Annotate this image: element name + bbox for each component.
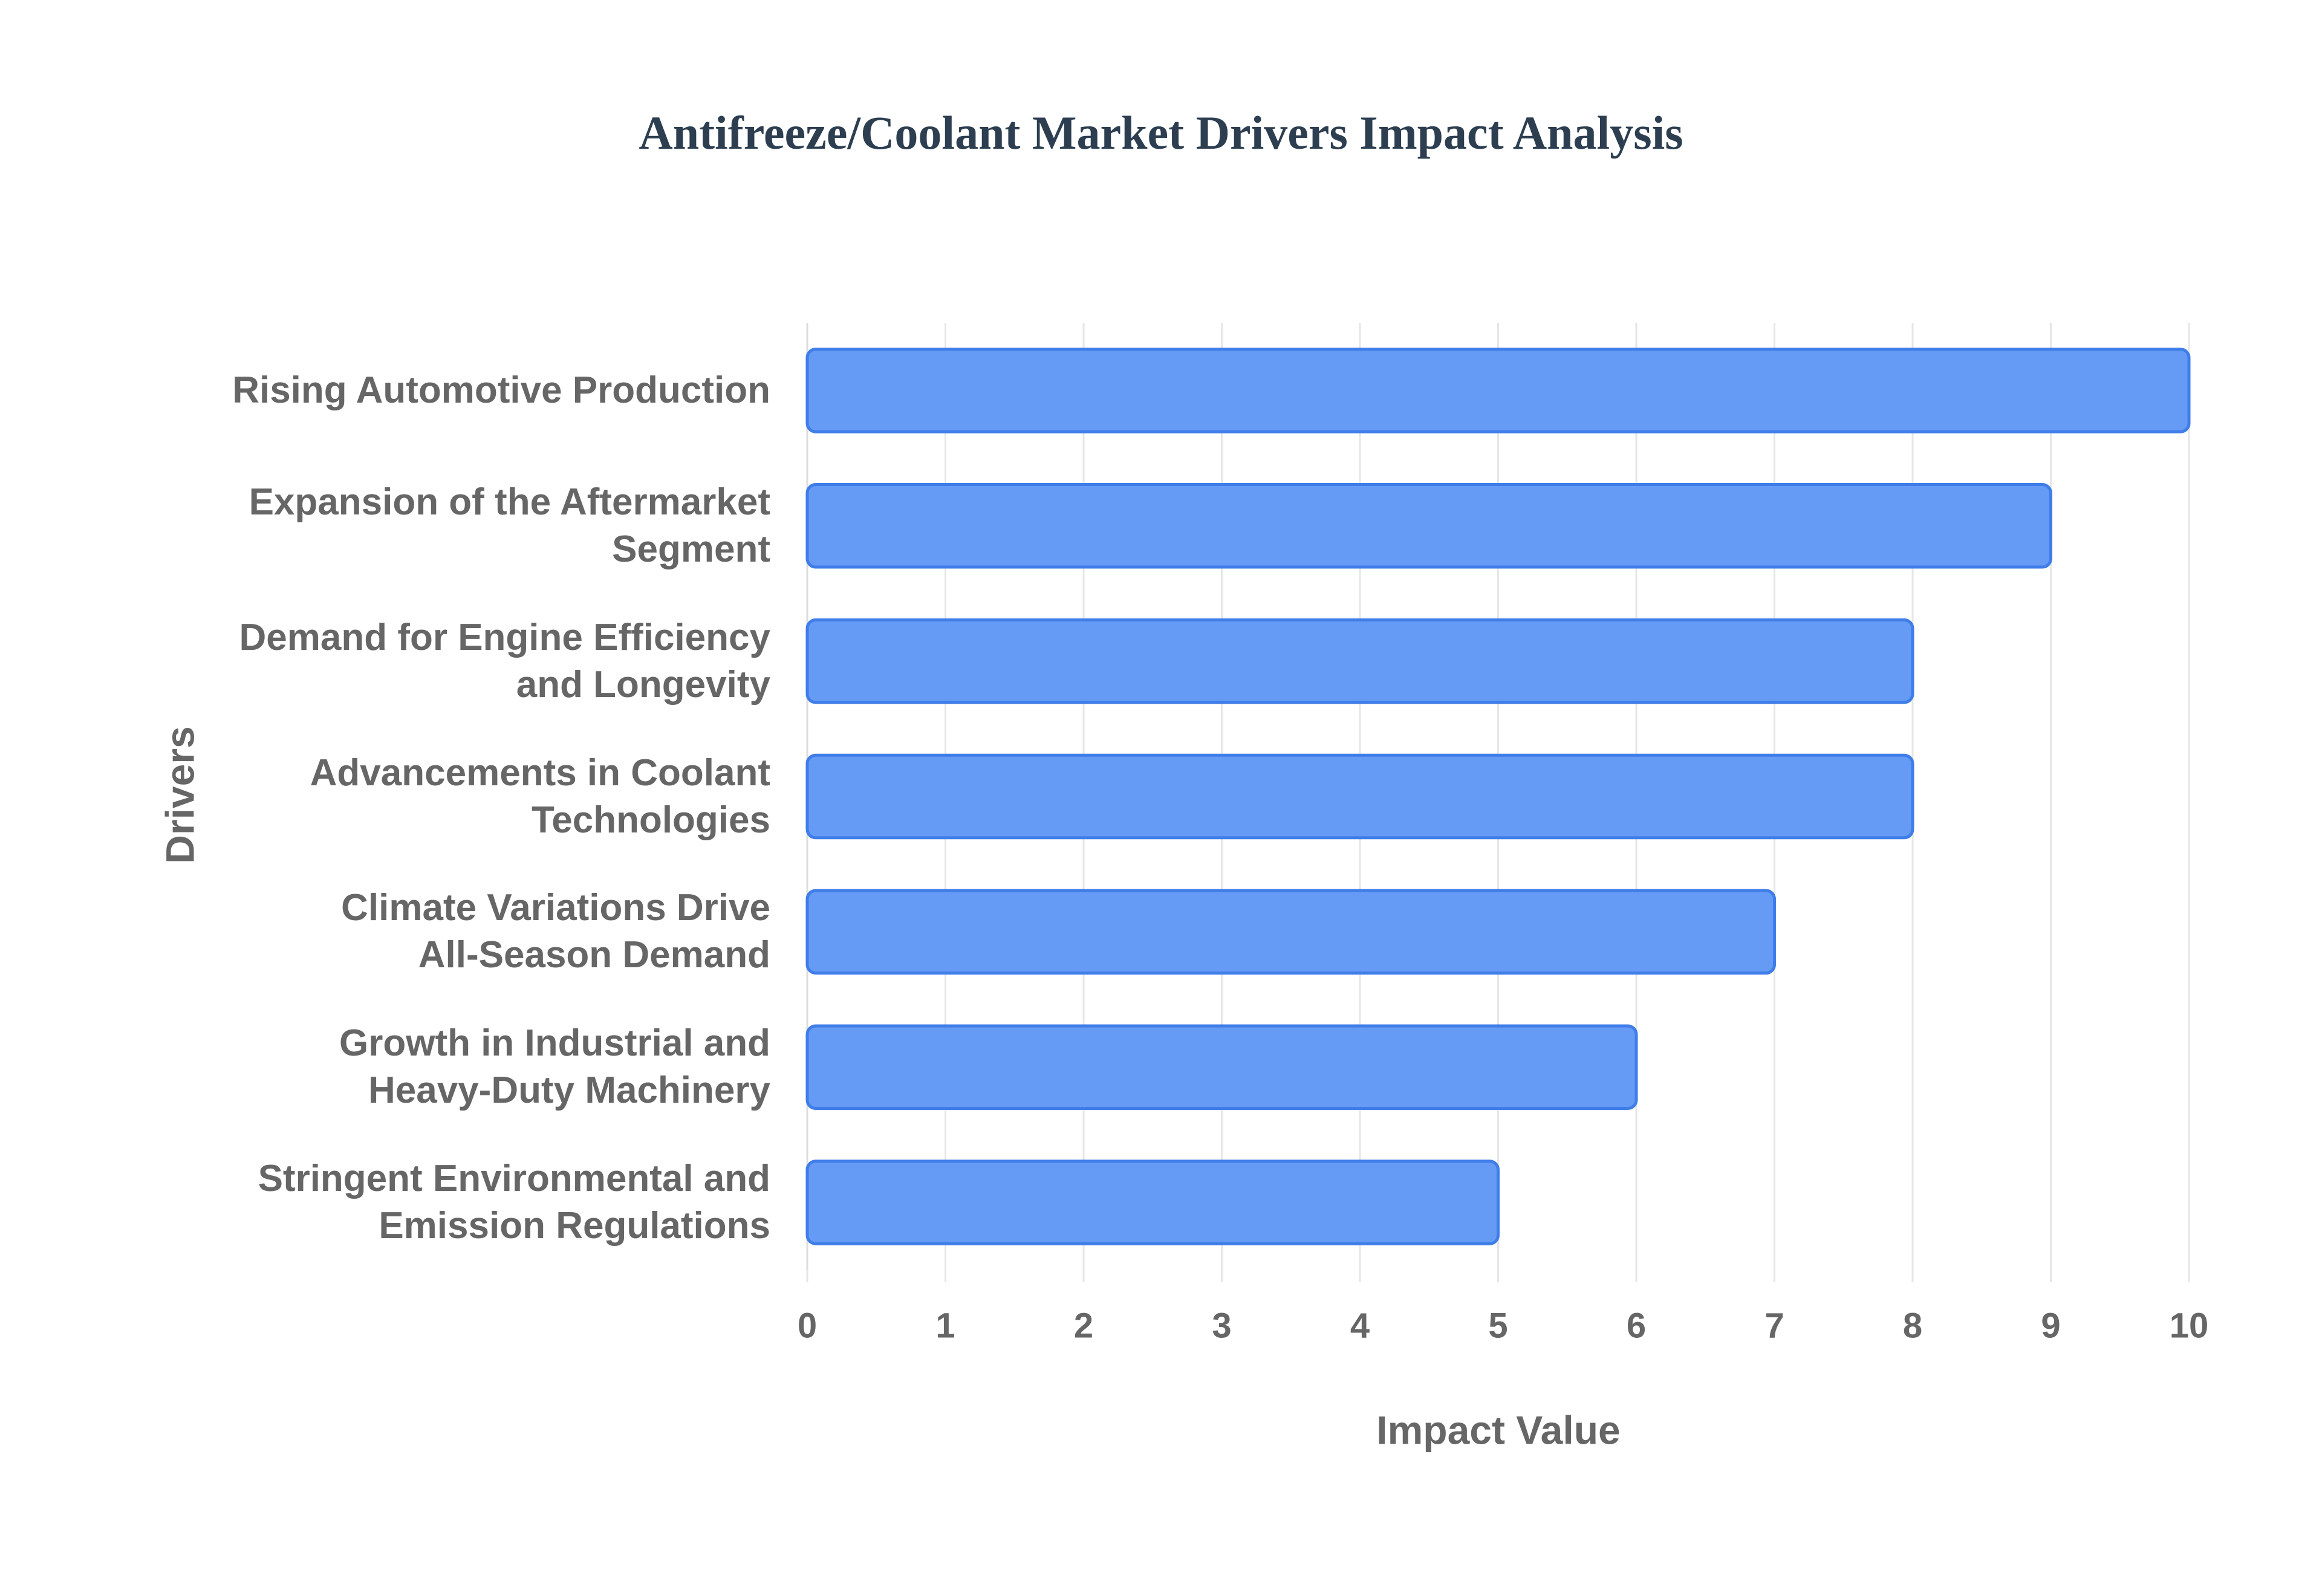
x-tick-label: 4 bbox=[1350, 1306, 1370, 1345]
x-tick-label: 10 bbox=[2170, 1306, 2209, 1345]
bar bbox=[805, 348, 2191, 433]
y-tick-label: Advancements in Coolant Technologies bbox=[310, 751, 770, 841]
x-tick-label: 7 bbox=[1764, 1306, 1784, 1345]
y-tick-label: Expansion of the Aftermarket Segment bbox=[249, 481, 770, 570]
x-tick-label: 9 bbox=[2041, 1306, 2060, 1345]
y-tick-label: Growth in Industrial and Heavy-Duty Mach… bbox=[339, 1022, 770, 1112]
x-tick-label: 3 bbox=[1212, 1306, 1231, 1345]
y-axis-title: Drivers bbox=[157, 726, 202, 864]
x-tick-label: 8 bbox=[1903, 1306, 1922, 1345]
x-tick-label: 2 bbox=[1074, 1306, 1093, 1345]
y-tick-label: Demand for Engine Efficiency and Longevi… bbox=[239, 616, 770, 706]
x-axis-title: Impact Value bbox=[1376, 1407, 1621, 1452]
bar bbox=[805, 618, 1914, 704]
x-tick-label: 5 bbox=[1488, 1306, 1507, 1345]
x-tick-label: 0 bbox=[798, 1306, 817, 1345]
y-tick-label: Rising Automotive Production bbox=[232, 369, 770, 411]
x-tick-label: 1 bbox=[935, 1306, 955, 1345]
bar bbox=[805, 1024, 1638, 1110]
bar bbox=[805, 753, 1914, 840]
bar bbox=[805, 1160, 1500, 1245]
chart-title: Antifreeze/Coolant Market Drivers Impact… bbox=[639, 106, 1683, 159]
y-tick-label: Stringent Environmental and Emission Reg… bbox=[258, 1158, 770, 1247]
bar bbox=[805, 483, 2052, 569]
bar bbox=[805, 889, 1776, 975]
y-tick-label: Climate Variations Drive All-Season Dema… bbox=[341, 887, 770, 976]
x-tick-label: 6 bbox=[1627, 1306, 1646, 1345]
